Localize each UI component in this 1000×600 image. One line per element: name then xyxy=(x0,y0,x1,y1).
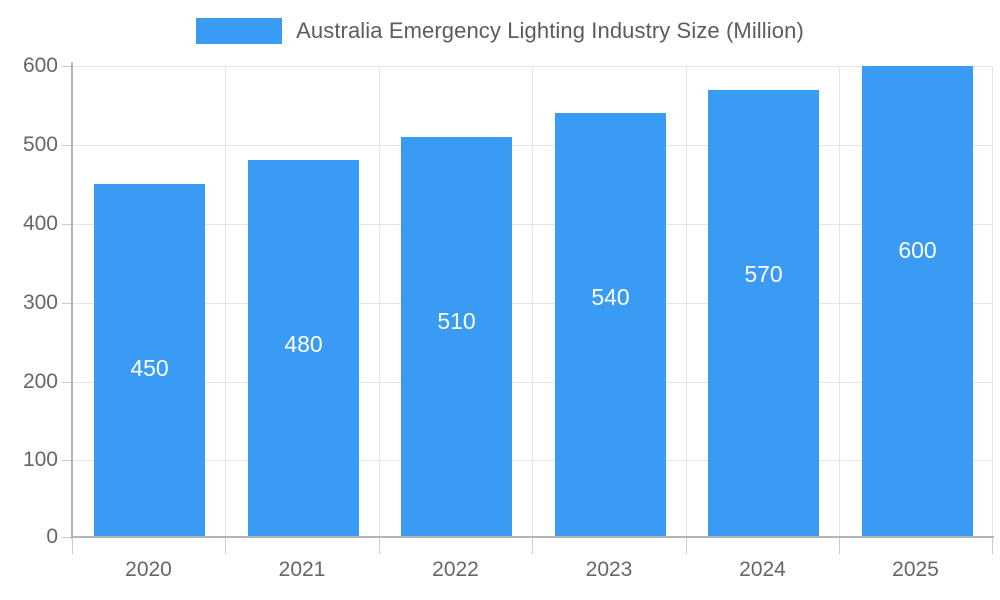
bar-2024[interactable]: 570 xyxy=(708,90,819,537)
y-axis-tick-label: 600 xyxy=(22,54,58,77)
y-axis-tick-label: 400 xyxy=(22,212,58,235)
gridline-vertical xyxy=(225,66,226,537)
bar-2021[interactable]: 480 xyxy=(248,160,359,537)
gridline-vertical xyxy=(686,66,687,537)
y-axis-tick-mark xyxy=(62,224,71,225)
x-axis-tick-mark xyxy=(839,538,840,554)
x-axis-tick-mark xyxy=(379,538,380,554)
y-axis-tick-mark xyxy=(62,537,71,538)
gridline-vertical xyxy=(992,66,993,537)
bar-2022[interactable]: 510 xyxy=(401,137,512,537)
y-axis-tick-mark xyxy=(62,145,71,146)
x-axis-tick-label: 2024 xyxy=(739,558,786,581)
legend-color-swatch-icon xyxy=(196,18,283,44)
x-axis-tick-label: 2021 xyxy=(278,558,326,581)
y-axis-tick-label: 200 xyxy=(22,370,58,393)
y-axis-tick-label: 300 xyxy=(22,291,58,314)
y-axis-tick-label: 0 xyxy=(46,525,58,548)
bar-value-label: 540 xyxy=(591,284,630,310)
x-axis-tick-label: 2022 xyxy=(432,558,479,581)
x-axis-tick-label: 2025 xyxy=(892,558,939,581)
gridline-vertical xyxy=(839,66,840,537)
legend-label: Australia Emergency Lighting Industry Si… xyxy=(296,18,804,43)
bar-value-label: 480 xyxy=(284,331,323,357)
y-axis-tick-mark xyxy=(62,460,71,461)
y-axis-tick-label: 100 xyxy=(22,448,58,471)
x-axis-tick-mark xyxy=(225,538,226,554)
x-axis-tick-mark xyxy=(686,538,687,554)
gridline-vertical xyxy=(532,66,533,537)
bar-value-label: 510 xyxy=(437,308,476,334)
x-axis-tick-mark xyxy=(992,538,993,554)
legend-item-series-1[interactable]: Australia Emergency Lighting Industry Si… xyxy=(196,18,804,44)
bar-value-label: 570 xyxy=(744,261,783,287)
bar-2020[interactable]: 450 xyxy=(94,184,205,537)
bar-2023[interactable]: 540 xyxy=(555,113,666,537)
y-axis-tick-label: 500 xyxy=(22,133,58,156)
bar-value-label: 450 xyxy=(130,355,169,381)
y-axis-line xyxy=(71,62,73,539)
bar-value-label: 600 xyxy=(898,237,937,263)
y-axis-tick-mark xyxy=(62,382,71,383)
gridline-vertical xyxy=(379,66,380,537)
x-axis-tick-label: 2020 xyxy=(125,558,172,581)
x-axis-tick-label: 2023 xyxy=(585,558,633,581)
y-axis-tick-mark xyxy=(62,303,71,304)
x-axis-line xyxy=(71,536,994,538)
bar-2025[interactable]: 600 xyxy=(862,66,973,537)
chart-legend: Australia Emergency Lighting Industry Si… xyxy=(0,10,1000,52)
y-axis-tick-mark xyxy=(62,66,71,67)
plot-area: 450 480 510 540 570 600 xyxy=(72,66,993,537)
x-axis-tick-mark xyxy=(532,538,533,554)
x-axis-tick-mark xyxy=(72,538,73,554)
